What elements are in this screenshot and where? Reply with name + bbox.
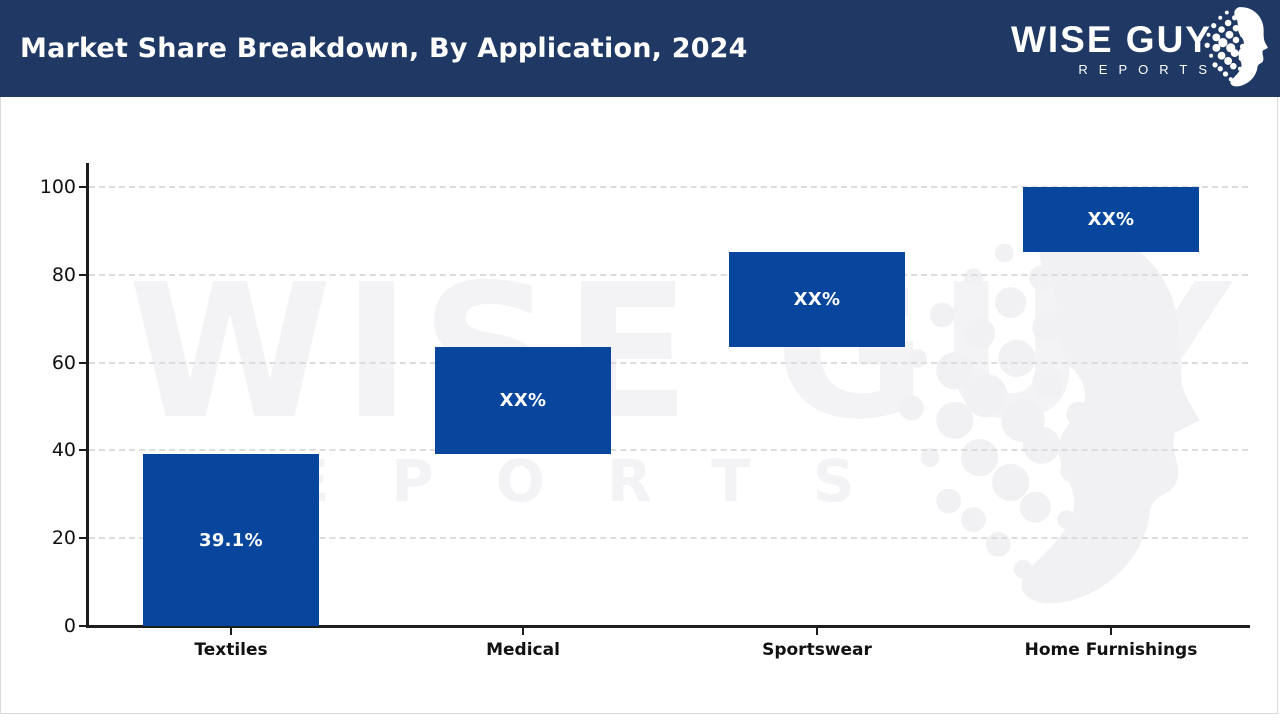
logo-subtitle: REPORTS <box>1078 62 1218 77</box>
bar-sportswear: XX% <box>729 251 905 347</box>
y-tick-mark <box>79 273 87 276</box>
bar-value-label-home-furnishings: XX% <box>1087 208 1135 230</box>
bar-value-label-medical: XX% <box>499 390 547 412</box>
y-axis-line <box>86 163 89 627</box>
y-tick-label: 0 <box>63 615 76 637</box>
bar-medical: XX% <box>435 346 611 455</box>
x-tick-mark <box>522 628 524 635</box>
gridline-60 <box>89 361 1248 364</box>
y-tick-mark <box>79 186 87 188</box>
x-tick-mark <box>230 628 232 635</box>
y-tick-label: 60 <box>51 351 76 374</box>
x-axis-label-textiles: Textiles <box>194 640 268 660</box>
x-axis-label-medical: Medical <box>486 640 560 660</box>
gridline-80 <box>89 273 1248 276</box>
y-tick-label: 100 <box>39 176 76 198</box>
x-axis-label-home-furnishings: Home Furnishings <box>1024 640 1198 660</box>
y-tick-label: 80 <box>51 263 76 286</box>
chart-title: Market Share Breakdown, By Application, … <box>20 33 748 64</box>
y-tick-label: 40 <box>51 439 76 462</box>
x-axis-line <box>86 625 1250 628</box>
bar-value-label-textiles: 39.1% <box>199 529 263 551</box>
y-tick-mark <box>79 449 87 452</box>
logo-text: WISE GUY REPORTS <box>1011 21 1212 76</box>
header-bar: Market Share Breakdown, By Application, … <box>0 0 1280 97</box>
gridline-40 <box>89 449 1248 452</box>
x-tick-mark <box>1110 628 1112 635</box>
bar-textiles: 39.1% <box>143 454 319 626</box>
x-axis-label-sportswear: Sportswear <box>762 640 872 660</box>
gridline-20 <box>89 537 1248 540</box>
wise-guy-logo: WISE GUY REPORTS <box>1011 6 1270 91</box>
y-tick-mark <box>79 537 87 540</box>
bar-home-furnishings: XX% <box>1023 187 1199 252</box>
gridline-100 <box>89 186 1248 188</box>
y-tick-label: 20 <box>51 527 76 550</box>
watermark-wordmark: WISE GUY <box>128 244 1241 460</box>
logo-wordmark: WISE GUY <box>1010 19 1212 60</box>
y-tick-mark <box>79 625 87 627</box>
bar-value-label-sportswear: XX% <box>793 288 841 310</box>
x-tick-mark <box>816 628 818 635</box>
y-tick-mark <box>79 361 87 364</box>
